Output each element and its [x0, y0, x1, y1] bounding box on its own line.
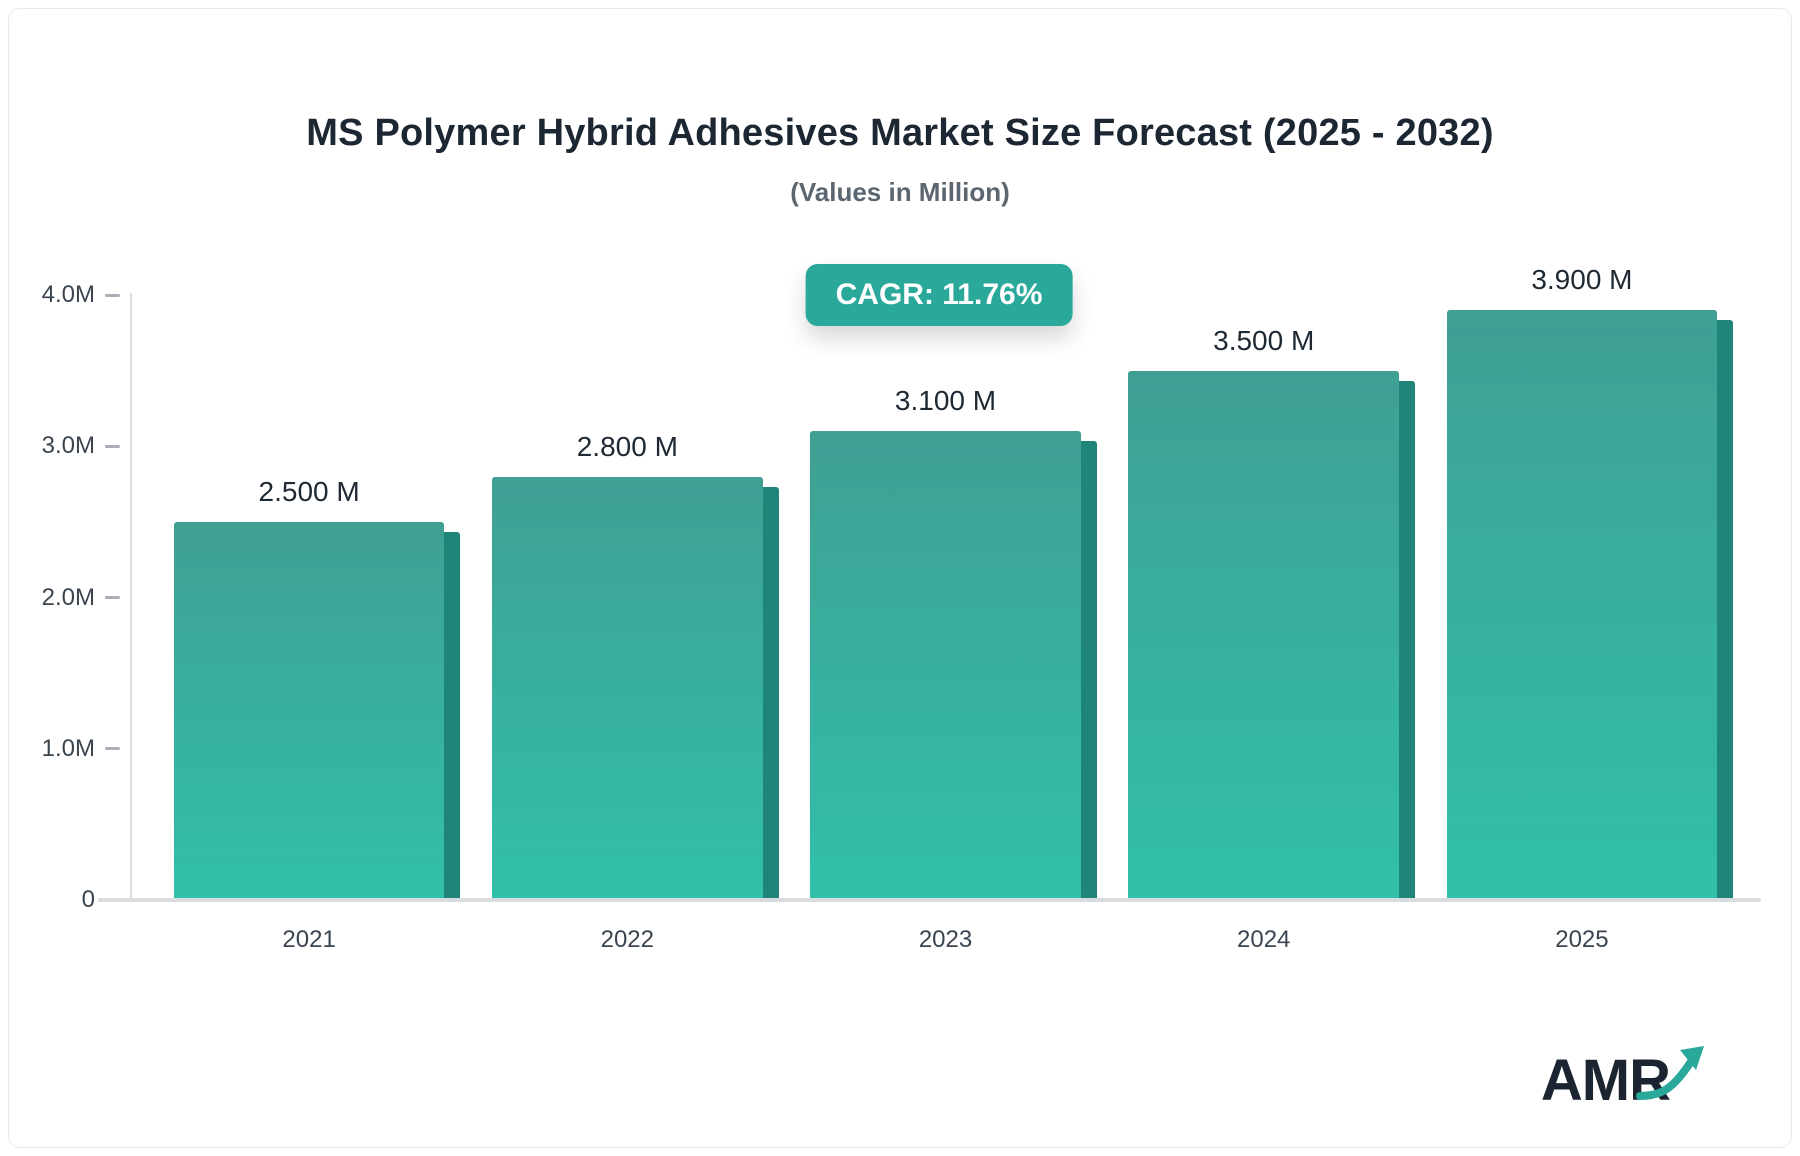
y-tick: 2.0M	[42, 584, 120, 612]
bar-side-shadow	[1398, 380, 1415, 900]
y-axis-label: 4.0M	[41, 281, 95, 308]
x-axis-label: 2021	[282, 926, 336, 953]
cagr-badge: CAGR: 11.76%	[805, 264, 1073, 326]
bar-slot: 2.800 M 2022	[468, 295, 786, 953]
y-axis-label: 1.0M	[41, 734, 95, 762]
y-axis: 0 1.0M 2.0M 3.0M 4.0M	[8, 281, 120, 913]
bar-side-shadow	[1080, 441, 1097, 900]
bar[interactable]	[1128, 370, 1415, 900]
bar-value-label: 3.500 M	[1213, 324, 1315, 356]
bar-slot: 3.500 M 2024	[1105, 295, 1423, 953]
bar-value-label: 3.100 M	[894, 385, 997, 417]
bar-value-label: 2.500 M	[258, 475, 360, 507]
cagr-badge-label: CAGR: 11.76%	[835, 278, 1043, 311]
amr-logo: AMR	[1540, 1045, 1708, 1114]
y-axis-label: 3.0M	[41, 432, 95, 460]
x-axis-label: 2023	[918, 926, 973, 953]
bar-value-label: 3.900 M	[1531, 264, 1633, 296]
y-tick-mark	[105, 596, 120, 599]
amr-logo-text: AMR	[1540, 1048, 1671, 1113]
bar-slot: 2.500 M 2021	[150, 295, 468, 953]
y-tick-mark	[105, 444, 120, 448]
y-tick: 4.0M	[42, 281, 120, 309]
bars-container: 2.500 M 2021 2.800 M 2022 3.100 M 2023 3.500 M…	[132, 264, 1755, 953]
bar[interactable]	[492, 476, 779, 900]
bar-side-shadow	[444, 531, 461, 900]
bar-slot: 3.100 M 2023	[786, 295, 1104, 953]
y-tick-mark	[105, 293, 120, 297]
y-tick: 3.0M	[42, 432, 120, 460]
bar-side-shadow	[762, 486, 779, 900]
chart-subtitle: (Values in Million)	[790, 177, 1010, 207]
y-tick-mark	[105, 747, 120, 751]
x-axis-label: 2025	[1555, 926, 1609, 953]
y-axis-label: 0	[81, 886, 95, 913]
logo-arrow-icon	[1636, 1045, 1704, 1100]
bar-value-label: 2.800 M	[576, 430, 678, 462]
bar[interactable]	[173, 521, 461, 900]
bar-side-shadow	[1717, 320, 1734, 900]
y-axis-line	[130, 293, 132, 900]
bar[interactable]	[1446, 310, 1734, 900]
x-axis-label: 2024	[1237, 926, 1291, 953]
x-axis-line	[98, 898, 1761, 902]
y-tick: 1.0M	[42, 735, 120, 763]
y-axis-label: 2.0M	[41, 583, 95, 611]
x-axis-label: 2022	[600, 926, 654, 953]
bar-slot: 3.900 M 2025	[1423, 264, 1741, 953]
chart-title: MS Polymer Hybrid Adhesives Market Size …	[306, 112, 1494, 154]
plot-area: 0 1.0M 2.0M 3.0M 4.0M 2.500 M 2021 2.800 M 2022…	[42, 264, 1761, 953]
bar[interactable]	[810, 431, 1097, 900]
